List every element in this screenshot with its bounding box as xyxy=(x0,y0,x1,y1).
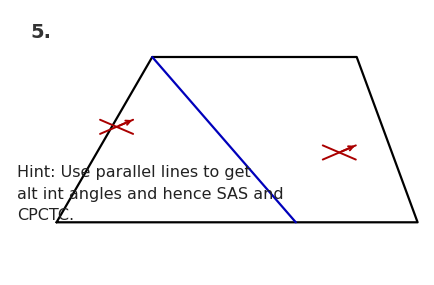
Text: 5.: 5. xyxy=(30,23,51,42)
Text: Hint: Use parallel lines to get
alt int angles and hence SAS and
CPCTC.: Hint: Use parallel lines to get alt int … xyxy=(17,165,283,223)
